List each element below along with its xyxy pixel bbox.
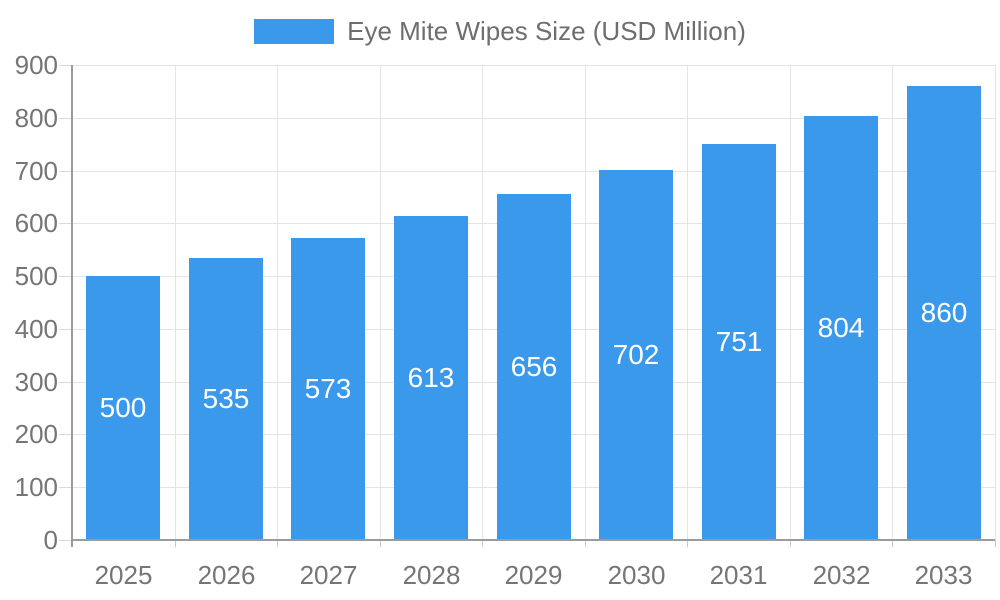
y-axis-tick-label: 900 [14,50,58,80]
y-axis-tick-label: 500 [14,261,58,291]
x-axis-tick-label: 2027 [299,560,358,590]
x-axis-tick-label: 2028 [402,560,461,590]
x-gridline [175,65,176,540]
x-gridline [790,65,791,540]
x-gridline [380,65,381,540]
y-axis-tick-label: 0 [43,525,58,555]
bar-value-label: 573 [304,373,352,404]
chart-bar-2028[interactable] [394,216,468,540]
x-gridline [585,65,586,540]
x-axis-tick [687,540,688,547]
x-axis-tick-label: 2031 [709,560,768,590]
chart-bar-2025[interactable] [86,276,160,540]
chart-bar-2033[interactable] [907,86,981,540]
x-gridline [892,65,893,540]
bar-value-label: 702 [612,339,660,370]
y-axis-tick-label: 400 [14,314,58,344]
x-axis-tick [175,540,176,547]
bar-value-label: 860 [920,297,968,328]
x-gridline [277,65,278,540]
y-axis-tick [59,171,72,172]
y-axis-tick-label: 700 [14,156,58,186]
x-gridline [687,65,688,540]
legend-label: Eye Mite Wipes Size (USD Million) [347,15,746,46]
bar-value-label: 656 [510,351,558,382]
y-axis-tick [59,329,72,330]
legend-swatch [254,18,335,44]
y-axis-tick [59,276,72,277]
y-axis-tick [59,118,72,119]
y-gridline [72,65,995,66]
x-axis-tick-label: 2029 [504,560,563,590]
legend[interactable]: Eye Mite Wipes Size (USD Million) [0,15,1000,47]
chart-bar-2032[interactable] [804,116,878,540]
y-axis-tick-label: 600 [14,208,58,238]
chart-bar-2031[interactable] [702,144,776,540]
y-axis-tick [59,434,72,435]
chart-bar-2027[interactable] [291,238,365,540]
y-axis-tick-label: 100 [14,472,58,502]
x-axis-tick [585,540,586,547]
y-axis-tick [59,65,72,66]
x-axis-tick-label: 2025 [94,560,153,590]
x-gridline [995,65,996,540]
chart-bar-2029[interactable] [497,194,571,540]
x-axis-tick [790,540,791,547]
chart-bar-2030[interactable] [599,170,673,541]
x-axis-tick [482,540,483,547]
y-axis-tick [59,223,72,224]
x-axis-tick-label: 2033 [914,560,973,590]
bar-value-label: 500 [99,392,147,423]
y-axis-tick [59,382,72,383]
x-gridline [482,65,483,540]
y-gridline [72,171,995,172]
y-axis-tick-label: 800 [14,103,58,133]
bar-value-label: 804 [817,312,865,343]
x-axis-tick-label: 2026 [197,560,256,590]
y-axis-tick [59,487,72,488]
y-axis-tick-label: 200 [14,419,58,449]
x-axis-tick-label: 2030 [607,560,666,590]
y-axis-line [71,65,73,547]
x-axis-tick [380,540,381,547]
bar-value-label: 613 [407,362,455,393]
y-axis-tick [59,540,72,541]
x-axis-tick [892,540,893,547]
x-axis-tick-label: 2032 [812,560,871,590]
x-axis-tick [995,540,996,547]
chart-bar-2026[interactable] [189,258,263,540]
bar-value-label: 535 [202,383,250,414]
x-axis-tick [277,540,278,547]
bar-value-label: 751 [715,326,763,357]
y-gridline [72,118,995,119]
y-axis-tick-label: 300 [14,367,58,397]
x-axis-line [72,539,995,541]
